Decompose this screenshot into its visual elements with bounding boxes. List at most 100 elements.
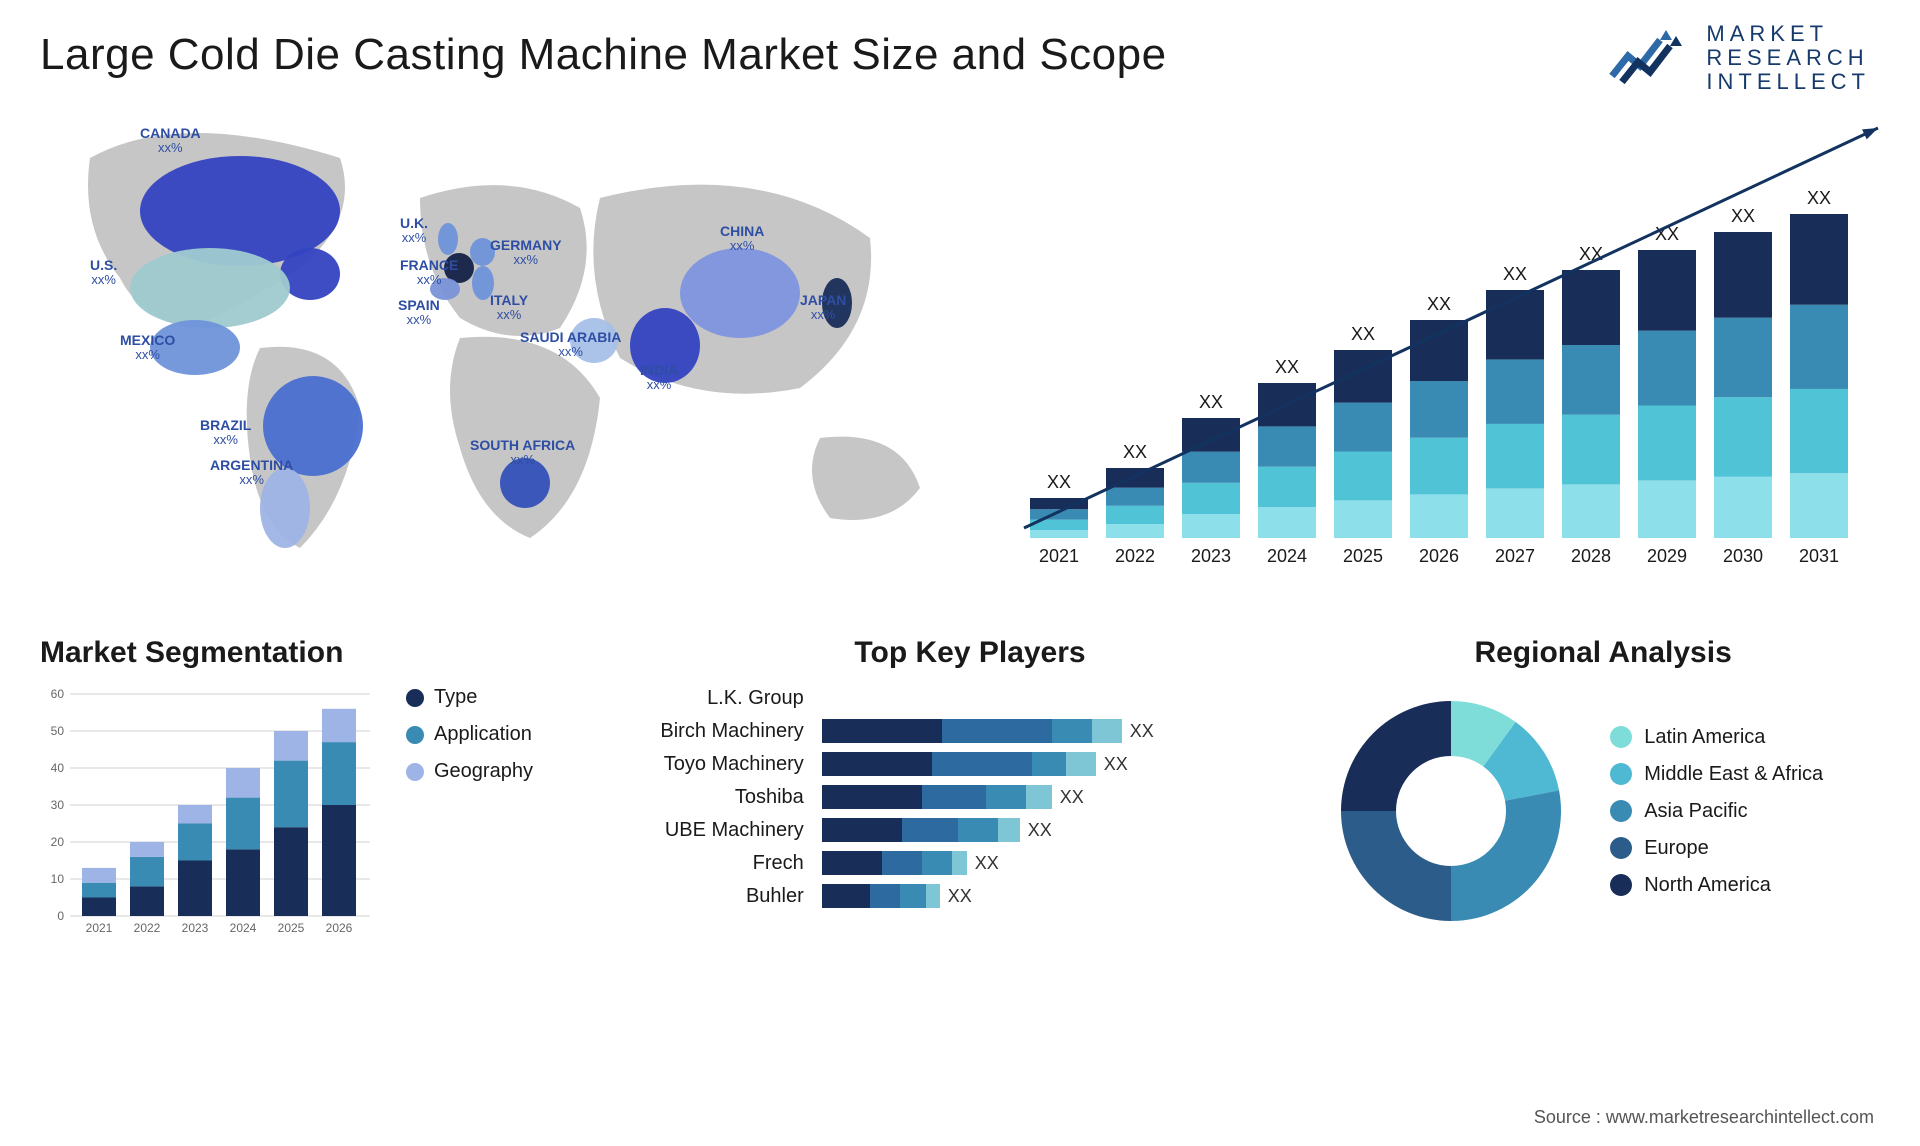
- svg-text:40: 40: [51, 761, 65, 775]
- swatch-icon: [1610, 874, 1632, 896]
- map-label-canada: CANADAxx%: [140, 126, 201, 154]
- players-bars: XXXXXXXXXXXX: [822, 686, 1306, 908]
- map-label-mexico: MEXICOxx%: [120, 333, 175, 361]
- seg-legend-label: Geography: [434, 760, 533, 783]
- svg-text:2024: 2024: [1267, 546, 1307, 566]
- svg-text:2028: 2028: [1571, 546, 1611, 566]
- regional-legend-label: Latin America: [1644, 726, 1765, 749]
- swatch-icon: [1610, 763, 1632, 785]
- svg-text:20: 20: [51, 835, 65, 849]
- player-label: Birch Machinery: [634, 719, 804, 743]
- map-label-france: FRANCExx%: [400, 258, 458, 286]
- regional-legend-item: Middle East & Africa: [1610, 763, 1823, 786]
- svg-text:10: 10: [51, 872, 65, 886]
- svg-text:2027: 2027: [1495, 546, 1535, 566]
- world-map: [40, 98, 980, 578]
- map-label-brazil: BRAZILxx%: [200, 418, 251, 446]
- map-label-germany: GERMANYxx%: [490, 238, 562, 266]
- regional-legend-item: Latin America: [1610, 726, 1823, 749]
- svg-text:2025: 2025: [278, 921, 305, 935]
- world-map-panel: CANADAxx% U.S.xx% MEXICOxx% BRAZILxx% ARGENT…: [40, 98, 980, 618]
- swatch-icon: [406, 763, 424, 781]
- svg-text:XX: XX: [1199, 392, 1223, 412]
- swatch-icon: [406, 726, 424, 744]
- svg-text:60: 60: [51, 687, 65, 701]
- regional-legend-label: North America: [1644, 874, 1771, 897]
- player-bar-row: XX: [822, 851, 1306, 875]
- svg-text:2030: 2030: [1723, 546, 1763, 566]
- map-label-argentina: ARGENTINAxx%: [210, 458, 293, 486]
- seg-legend-label: Application: [434, 723, 532, 746]
- map-label-india: INDIAxx%: [640, 363, 678, 391]
- svg-text:XX: XX: [1123, 442, 1147, 462]
- player-bar-row: XX: [822, 752, 1306, 776]
- player-value: XX: [975, 853, 999, 874]
- player-label: Buhler: [634, 884, 804, 908]
- svg-text:2029: 2029: [1647, 546, 1687, 566]
- regional-legend-label: Asia Pacific: [1644, 800, 1747, 823]
- segmentation-legend: Type Application Geography: [406, 686, 533, 783]
- regional-panel: Regional Analysis Latin AmericaMiddle Ea…: [1326, 636, 1880, 946]
- svg-text:0: 0: [57, 909, 64, 923]
- player-label: L.K. Group: [634, 686, 804, 710]
- player-bar-row: XX: [822, 818, 1306, 842]
- svg-text:XX: XX: [1275, 357, 1299, 377]
- swatch-icon: [1610, 726, 1632, 748]
- svg-text:2026: 2026: [326, 921, 353, 935]
- svg-text:2023: 2023: [1191, 546, 1231, 566]
- svg-text:50: 50: [51, 724, 65, 738]
- logo-text: MARKET RESEARCH INTELLECT: [1706, 22, 1870, 95]
- logo-icon: [1608, 26, 1692, 90]
- svg-text:2023: 2023: [182, 921, 209, 935]
- player-bar-row: XX: [822, 719, 1306, 743]
- regional-legend-item: Asia Pacific: [1610, 800, 1823, 823]
- seg-legend-type: Type: [406, 686, 533, 709]
- svg-text:XX: XX: [1503, 264, 1527, 284]
- svg-text:XX: XX: [1807, 188, 1831, 208]
- swatch-icon: [1610, 800, 1632, 822]
- svg-text:2025: 2025: [1343, 546, 1383, 566]
- map-label-us: U.S.xx%: [90, 258, 117, 286]
- svg-text:2021: 2021: [1039, 546, 1079, 566]
- seg-legend-application: Application: [406, 723, 533, 746]
- swatch-icon: [406, 689, 424, 707]
- svg-text:2031: 2031: [1799, 546, 1839, 566]
- players-panel: Top Key Players L.K. Group Birch Machiner…: [634, 636, 1306, 946]
- regional-legend-label: Middle East & Africa: [1644, 763, 1823, 786]
- player-value: XX: [1028, 820, 1052, 841]
- svg-text:30: 30: [51, 798, 65, 812]
- svg-text:2022: 2022: [134, 921, 161, 935]
- svg-text:XX: XX: [1427, 294, 1451, 314]
- svg-text:2022: 2022: [1115, 546, 1155, 566]
- page-title: Large Cold Die Casting Machine Market Si…: [40, 30, 1880, 80]
- svg-text:XX: XX: [1731, 206, 1755, 226]
- regional-legend-item: Europe: [1610, 837, 1823, 860]
- svg-text:2021: 2021: [86, 921, 113, 935]
- map-label-japan: JAPANxx%: [800, 293, 846, 321]
- player-label: UBE Machinery: [634, 818, 804, 842]
- segmentation-panel: Market Segmentation 0 10 20 30 40 50 60 2021 202…: [40, 636, 594, 946]
- svg-text:2026: 2026: [1419, 546, 1459, 566]
- player-label: Frech: [634, 851, 804, 875]
- players-labels: L.K. GroupBirch MachineryToyo MachineryT…: [634, 686, 804, 908]
- segmentation-title: Market Segmentation: [40, 636, 594, 670]
- brand-logo: MARKET RESEARCH INTELLECT: [1608, 22, 1870, 95]
- segmentation-chart: 0 10 20 30 40 50 60 2021 2022 2023 2024 2025 2026: [40, 686, 380, 946]
- players-title: Top Key Players: [634, 636, 1306, 670]
- map-label-saudiarabia: SAUDI ARABIAxx%: [520, 330, 621, 358]
- player-bar-row: [822, 686, 1306, 710]
- svg-text:XX: XX: [1047, 472, 1071, 492]
- player-value: XX: [1104, 754, 1128, 775]
- svg-text:2024: 2024: [230, 921, 257, 935]
- regional-legend-item: North America: [1610, 874, 1823, 897]
- player-value: XX: [1060, 787, 1084, 808]
- seg-legend-geography: Geography: [406, 760, 533, 783]
- regional-donut: [1326, 686, 1576, 936]
- seg-legend-label: Type: [434, 686, 477, 709]
- map-label-china: CHINAxx%: [720, 224, 764, 252]
- map-label-uk: U.K.xx%: [400, 216, 428, 244]
- player-bar-row: XX: [822, 785, 1306, 809]
- regional-legend-label: Europe: [1644, 837, 1709, 860]
- player-value: XX: [1130, 721, 1154, 742]
- map-label-southafrica: SOUTH AFRICAxx%: [470, 438, 575, 466]
